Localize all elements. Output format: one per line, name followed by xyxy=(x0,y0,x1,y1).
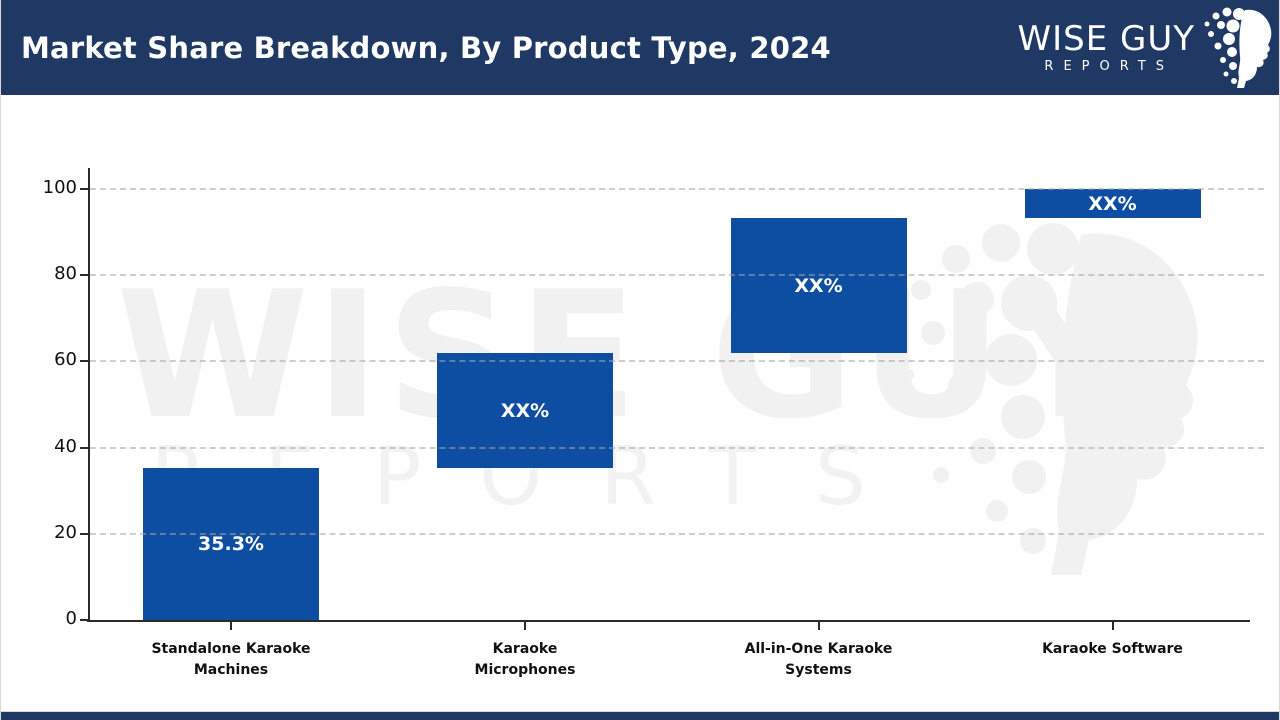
watermark-face-icon xyxy=(900,223,1198,575)
x-axis-tick xyxy=(1111,622,1114,630)
category-label: Karaoke Software xyxy=(1042,641,1183,657)
y-tick-label: 100 xyxy=(42,177,77,198)
y-axis-tick xyxy=(80,360,89,363)
gridline-y20 xyxy=(90,532,1264,535)
y-axis-tick xyxy=(80,532,89,535)
y-tick-label: 20 xyxy=(54,521,77,543)
bar-segment: XX% xyxy=(730,218,907,354)
wise-guy-logo: WISE GUY REPORTS xyxy=(1017,6,1273,90)
y-axis-line xyxy=(88,168,90,621)
logo-subtitle: REPORTS xyxy=(1044,59,1175,75)
dotted-face-logo-icon xyxy=(1204,7,1272,88)
y-axis-tick xyxy=(80,274,89,277)
bar-value-label: XX% xyxy=(1088,192,1137,215)
gridline-y60 xyxy=(90,360,1264,363)
x-axis-line xyxy=(87,620,1250,622)
y-axis-tick xyxy=(80,188,89,190)
gridline-y40 xyxy=(90,446,1264,449)
header-bar: Market Share Breakdown, By Product Type,… xyxy=(1,0,1279,95)
category-label: All-in-One Karaoke Systems xyxy=(744,641,893,678)
y-tick-label: 80 xyxy=(54,263,77,285)
logo-wordmark: WISE GUY xyxy=(1017,18,1195,59)
bar-value-label: XX% xyxy=(500,399,550,422)
bar-segment: XX% xyxy=(1024,189,1201,219)
logo-text: WISE GUY REPORTS xyxy=(1017,18,1195,75)
x-axis-tick xyxy=(524,622,526,630)
gridline-y80 xyxy=(90,274,1264,277)
category-label: Karaoke Microphones xyxy=(474,641,576,678)
y-tick-label: 60 xyxy=(54,349,77,371)
gridline-y100 xyxy=(90,188,1264,190)
category-label: Standalone Karaoke Machines xyxy=(151,641,311,678)
x-axis-tick xyxy=(230,622,232,630)
page-title: Market Share Breakdown, By Product Type,… xyxy=(21,30,831,65)
y-axis-tick xyxy=(80,619,89,621)
x-axis-tick xyxy=(817,622,820,630)
y-tick-label: 0 xyxy=(65,608,77,629)
bar-segment: 35.3% xyxy=(143,467,319,620)
bar-value-label: 35.3% xyxy=(198,532,264,555)
footer-bar xyxy=(1,712,1279,720)
y-tick-label: 40 xyxy=(54,435,77,457)
bar-value-label: XX% xyxy=(794,274,843,297)
bar-segment: XX% xyxy=(437,353,613,468)
y-axis-tick xyxy=(80,446,89,449)
bottom-border xyxy=(1,711,1279,712)
